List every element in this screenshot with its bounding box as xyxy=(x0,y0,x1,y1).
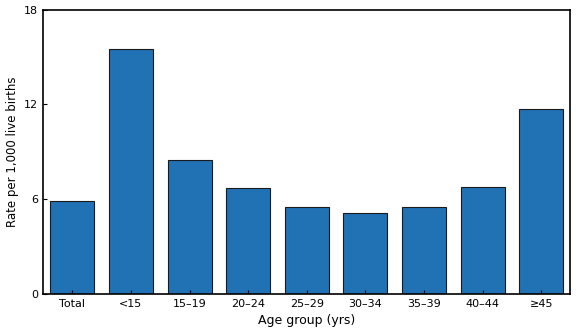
Bar xyxy=(168,160,211,294)
Bar xyxy=(343,213,387,294)
Y-axis label: Rate per 1,000 live births: Rate per 1,000 live births xyxy=(6,77,18,227)
Bar xyxy=(519,109,563,294)
Bar xyxy=(402,207,446,294)
Bar xyxy=(51,201,94,294)
Bar xyxy=(109,49,153,294)
Bar xyxy=(461,186,505,294)
X-axis label: Age group (yrs): Age group (yrs) xyxy=(258,314,355,327)
Bar xyxy=(226,188,270,294)
Bar xyxy=(285,207,329,294)
